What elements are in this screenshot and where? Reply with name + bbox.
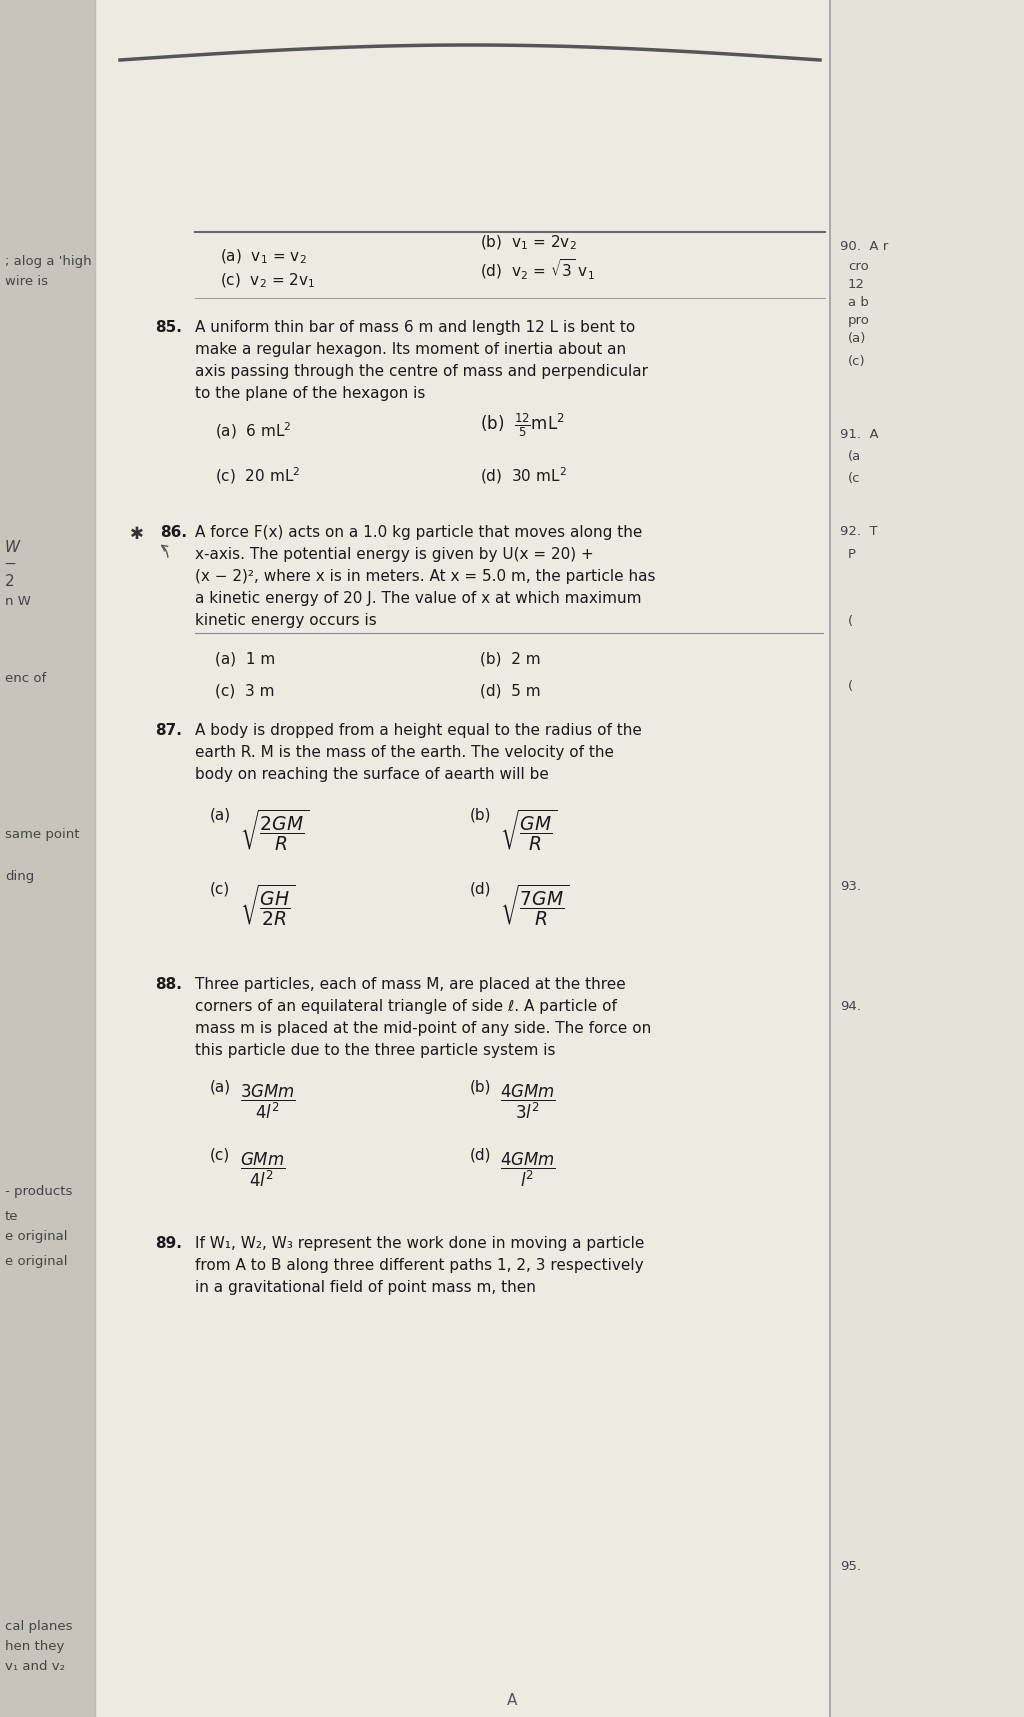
FancyBboxPatch shape xyxy=(95,0,830,1717)
Text: e original: e original xyxy=(5,1255,68,1267)
Text: corners of an equilateral triangle of side ℓ. A particle of: corners of an equilateral triangle of si… xyxy=(195,999,616,1015)
Text: make a regular hexagon. Its moment of inertia about an: make a regular hexagon. Its moment of in… xyxy=(195,342,626,357)
Text: ding: ding xyxy=(5,871,34,883)
Text: $\sqrt{\dfrac{GM}{R}}$: $\sqrt{\dfrac{GM}{R}}$ xyxy=(500,807,557,852)
Text: (a): (a) xyxy=(210,1080,231,1095)
Text: 95.: 95. xyxy=(840,1561,861,1573)
Text: A: A xyxy=(507,1693,517,1708)
Text: axis passing through the centre of mass and perpendicular: axis passing through the centre of mass … xyxy=(195,364,648,379)
Text: (c)  v$_2$ = 2v$_1$: (c) v$_2$ = 2v$_1$ xyxy=(220,271,315,290)
Text: (d)  5 m: (d) 5 m xyxy=(480,683,541,699)
Text: hen they: hen they xyxy=(5,1640,65,1653)
Text: pro: pro xyxy=(848,314,869,326)
Text: kinetic energy occurs is: kinetic energy occurs is xyxy=(195,613,377,628)
Text: a kinetic energy of 20 J. The value of x at which maximum: a kinetic energy of 20 J. The value of x… xyxy=(195,591,641,606)
Text: 91.  A: 91. A xyxy=(840,428,879,441)
Text: 12: 12 xyxy=(848,278,865,290)
Text: n W: n W xyxy=(5,596,31,608)
Text: W: W xyxy=(5,541,20,555)
Text: (b)  v$_1$ = 2v$_2$: (b) v$_1$ = 2v$_2$ xyxy=(480,234,577,252)
Text: $\dfrac{GMm}{4l^2}$: $\dfrac{GMm}{4l^2}$ xyxy=(240,1150,286,1190)
Text: $\dfrac{4GMm}{3l^2}$: $\dfrac{4GMm}{3l^2}$ xyxy=(500,1083,556,1121)
Text: to the plane of the hexagon is: to the plane of the hexagon is xyxy=(195,386,425,402)
Text: $\dfrac{3GMm}{4l^2}$: $\dfrac{3GMm}{4l^2}$ xyxy=(240,1083,296,1121)
Text: (x − 2)², where x is in meters. At x = 5.0 m, the particle has: (x − 2)², where x is in meters. At x = 5… xyxy=(195,568,655,584)
Text: Three particles, each of mass M, are placed at the three: Three particles, each of mass M, are pla… xyxy=(195,977,626,992)
Text: A body is dropped from a height equal to the radius of the: A body is dropped from a height equal to… xyxy=(195,723,642,738)
Text: 85.: 85. xyxy=(155,319,182,335)
Text: 94.: 94. xyxy=(840,999,861,1013)
Text: (a): (a) xyxy=(210,807,231,822)
Text: ✱: ✱ xyxy=(130,525,144,543)
Text: $\dfrac{4GMm}{l^2}$: $\dfrac{4GMm}{l^2}$ xyxy=(500,1150,556,1190)
Text: enc of: enc of xyxy=(5,671,46,685)
Text: (b): (b) xyxy=(470,807,492,822)
Text: 87.: 87. xyxy=(155,723,182,738)
Text: from A to B along three different paths 1, 2, 3 respectively: from A to B along three different paths … xyxy=(195,1259,644,1272)
FancyBboxPatch shape xyxy=(830,0,1024,1717)
Text: 88.: 88. xyxy=(155,977,182,992)
Text: ; alog a 'high: ; alog a 'high xyxy=(5,256,91,268)
Text: A uniform thin bar of mass 6 m and length 12 L is bent to: A uniform thin bar of mass 6 m and lengt… xyxy=(195,319,635,335)
Text: (a)  v$_1$ = v$_2$: (a) v$_1$ = v$_2$ xyxy=(220,247,307,266)
Text: 92.  T: 92. T xyxy=(840,525,878,537)
Text: mass m is placed at the mid-point of any side. The force on: mass m is placed at the mid-point of any… xyxy=(195,1022,651,1035)
Text: 89.: 89. xyxy=(155,1236,182,1252)
Text: 86.: 86. xyxy=(160,525,187,541)
Text: (: ( xyxy=(848,615,853,628)
Text: P: P xyxy=(848,548,856,561)
Text: 90.  A r: 90. A r xyxy=(840,240,888,252)
Text: 93.: 93. xyxy=(840,881,861,893)
FancyBboxPatch shape xyxy=(0,0,95,1717)
Text: e original: e original xyxy=(5,1229,68,1243)
Text: (c): (c) xyxy=(210,883,230,896)
Text: wire is: wire is xyxy=(5,275,48,288)
Text: A force F(x) acts on a 1.0 kg particle that moves along the: A force F(x) acts on a 1.0 kg particle t… xyxy=(195,525,642,541)
Text: in a gravitational field of point mass m, then: in a gravitational field of point mass m… xyxy=(195,1279,536,1295)
Text: (a: (a xyxy=(848,450,861,464)
Text: (a)  1 m: (a) 1 m xyxy=(215,651,275,666)
Text: (a)  6 mL$^2$: (a) 6 mL$^2$ xyxy=(215,421,292,441)
Text: (b): (b) xyxy=(470,1080,492,1095)
Text: 2: 2 xyxy=(5,573,14,589)
Text: same point: same point xyxy=(5,828,80,841)
Text: (b)  2 m: (b) 2 m xyxy=(480,651,541,666)
Text: (c)  3 m: (c) 3 m xyxy=(215,683,274,699)
Text: te: te xyxy=(5,1210,18,1223)
Text: (d)  30 mL$^2$: (d) 30 mL$^2$ xyxy=(480,465,566,486)
Text: (: ( xyxy=(848,680,853,694)
Text: (c)  20 mL$^2$: (c) 20 mL$^2$ xyxy=(215,465,300,486)
Text: (c): (c) xyxy=(210,1149,230,1162)
Text: earth R. M is the mass of the earth. The velocity of the: earth R. M is the mass of the earth. The… xyxy=(195,745,614,761)
Text: $\sqrt{\dfrac{GH}{2R}}$: $\sqrt{\dfrac{GH}{2R}}$ xyxy=(240,883,295,927)
Text: (d): (d) xyxy=(470,1149,492,1162)
Text: (c: (c xyxy=(848,472,860,484)
Text: (d)  v$_2$ = $\sqrt{3}$ v$_1$: (d) v$_2$ = $\sqrt{3}$ v$_1$ xyxy=(480,258,595,282)
Text: - products: - products xyxy=(5,1185,73,1198)
Text: v₁ and v₂: v₁ and v₂ xyxy=(5,1660,65,1672)
Text: cal planes: cal planes xyxy=(5,1621,73,1633)
Text: (b)  $\frac{12}{5}$mL$^2$: (b) $\frac{12}{5}$mL$^2$ xyxy=(480,412,565,440)
Text: ─: ─ xyxy=(5,556,14,572)
Text: $\sqrt{\dfrac{7GM}{R}}$: $\sqrt{\dfrac{7GM}{R}}$ xyxy=(500,883,569,927)
Text: x-axis. The potential energy is given by U(x = 20) +: x-axis. The potential energy is given by… xyxy=(195,548,594,561)
Text: $\sqrt{\dfrac{2GM}{R}}$: $\sqrt{\dfrac{2GM}{R}}$ xyxy=(240,807,309,852)
Text: body on reaching the surface of aearth will be: body on reaching the surface of aearth w… xyxy=(195,767,549,781)
Text: (d): (d) xyxy=(470,883,492,896)
Text: (a): (a) xyxy=(848,331,866,345)
Text: (c): (c) xyxy=(848,355,865,367)
Text: If W₁, W₂, W₃ represent the work done in moving a particle: If W₁, W₂, W₃ represent the work done in… xyxy=(195,1236,644,1252)
Text: this particle due to the three particle system is: this particle due to the three particle … xyxy=(195,1042,555,1058)
Text: a b: a b xyxy=(848,295,869,309)
Text: cro: cro xyxy=(848,259,868,273)
